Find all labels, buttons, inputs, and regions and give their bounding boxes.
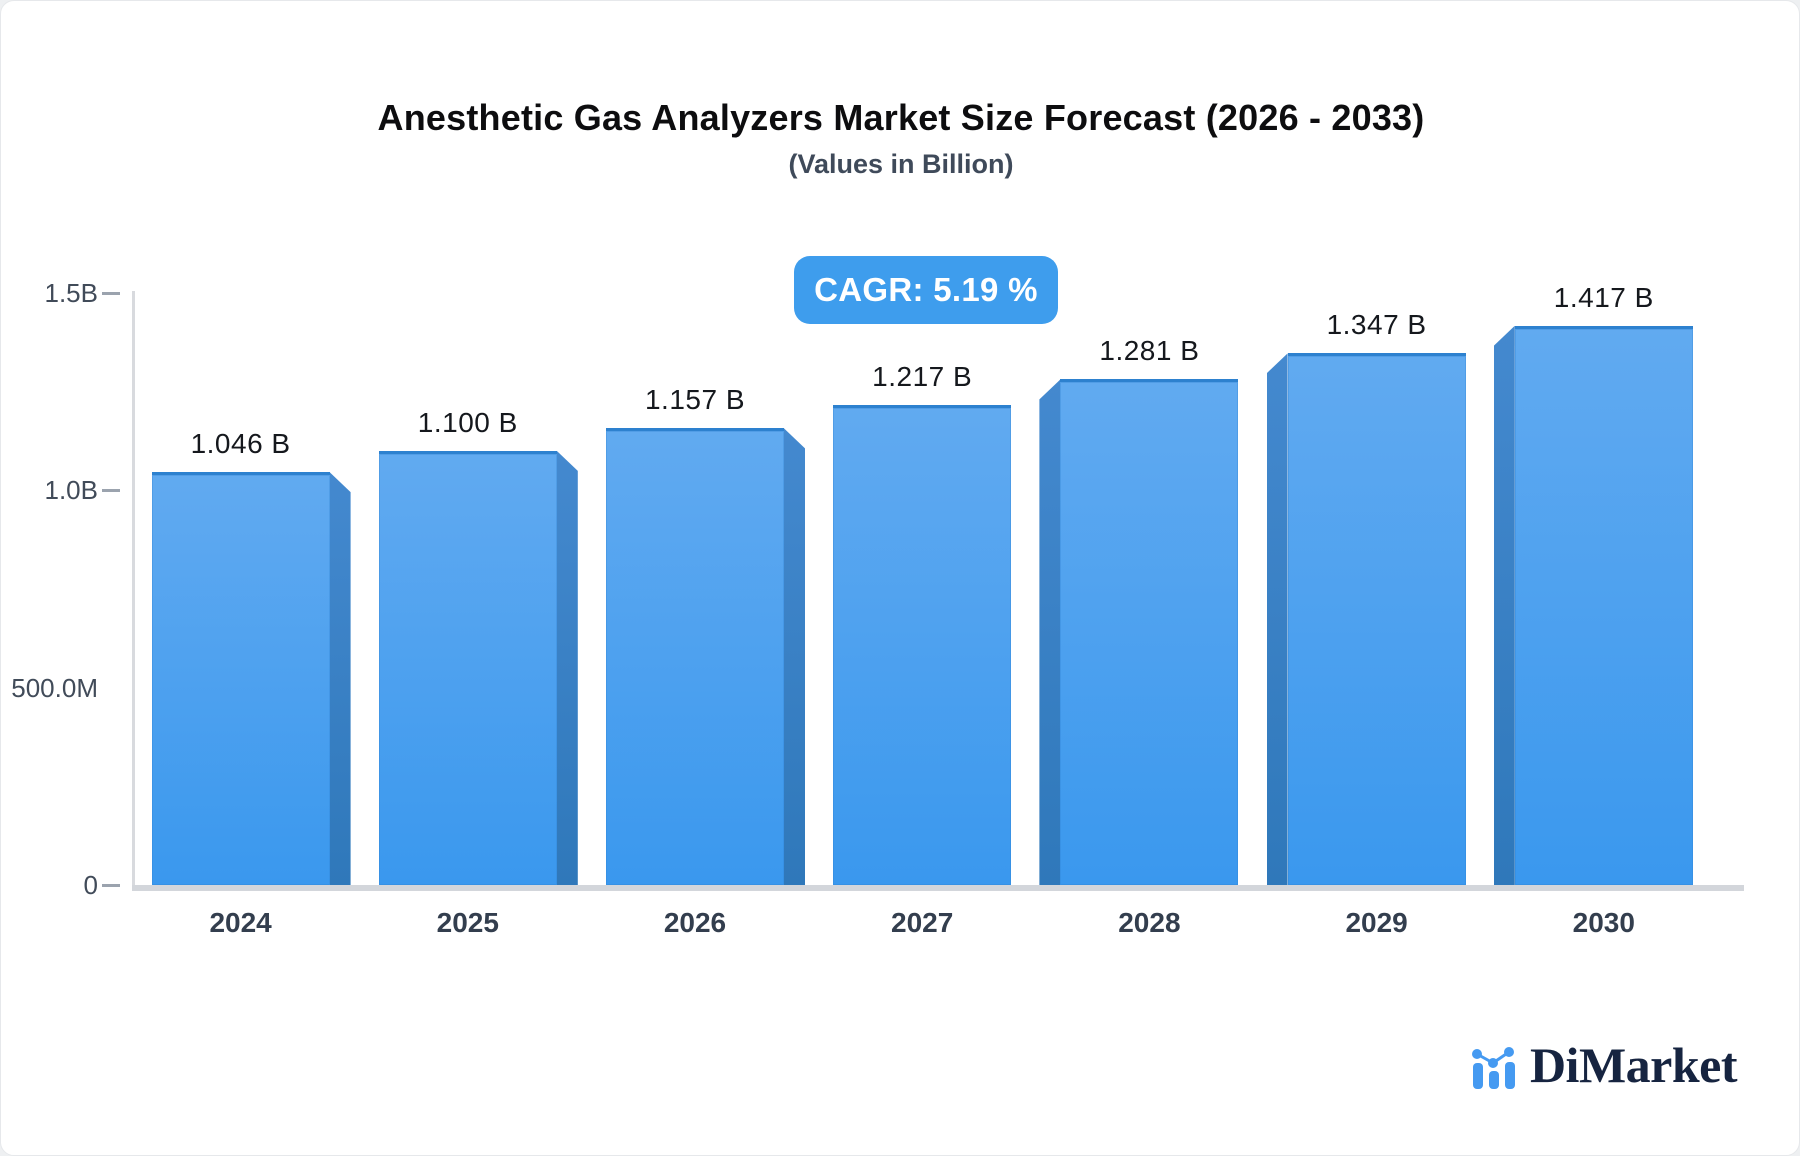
x-axis-baseline <box>132 885 1744 891</box>
brand-chart-icon <box>1471 1047 1515 1089</box>
bar-value-label: 1.281 B <box>1099 335 1200 367</box>
brand-logo: DiMarket <box>1471 1037 1738 1093</box>
bar-3d-wedge <box>1039 379 1061 885</box>
bar-2027 <box>833 404 1012 885</box>
bar-value-label: 1.417 B <box>1553 281 1654 313</box>
bar-2024 <box>151 472 330 885</box>
bar-3d-wedge <box>556 450 578 885</box>
cagr-badge: CAGR: 5.19 % <box>794 256 1058 324</box>
x-axis-label: 2025 <box>436 907 499 938</box>
bar-value-label: 1.100 B <box>417 406 518 438</box>
chart-subtitle: (Values in Billion) <box>788 149 1014 179</box>
bar-value-label: 1.046 B <box>190 428 291 460</box>
brand-name: DiMarket <box>1529 1037 1738 1093</box>
y-axis-label: 1.5B <box>44 278 99 308</box>
cagr-badge-label: CAGR: 5.19 % <box>814 271 1038 308</box>
y-axis-tick <box>102 292 120 295</box>
bar-2026 <box>606 428 784 885</box>
x-axis-label: 2030 <box>1572 907 1635 938</box>
bar-2029 <box>1287 353 1466 885</box>
y-axis-label: 1.0B <box>44 475 99 506</box>
x-axis-label: 2028 <box>1118 907 1181 938</box>
bar-3d-wedge <box>1266 353 1288 885</box>
y-axis-line <box>132 291 135 891</box>
chart-title: Anesthetic Gas Analyzers Market Size For… <box>377 97 1425 138</box>
x-axis-label: 2027 <box>891 907 954 938</box>
x-axis-label: 2024 <box>209 907 272 938</box>
y-axis-tick <box>102 489 120 493</box>
bar-2025 <box>378 450 557 885</box>
bar-value-label: 1.347 B <box>1326 309 1427 341</box>
x-axis-label: 2029 <box>1345 907 1408 938</box>
y-axis-label: 500.0M <box>11 672 98 703</box>
bar-value-label: 1.217 B <box>872 360 973 392</box>
bar-3d-wedge <box>784 428 805 885</box>
bar-2030 <box>1514 325 1693 885</box>
bar-3d-wedge <box>329 472 351 885</box>
bar-3d-wedge <box>1493 325 1515 885</box>
bar-2028 <box>1060 379 1239 885</box>
x-axis-label: 2026 <box>663 907 727 938</box>
bar-value-label: 1.157 B <box>644 384 746 416</box>
y-axis-label: 0 <box>83 870 98 900</box>
y-axis-tick <box>102 884 120 887</box>
